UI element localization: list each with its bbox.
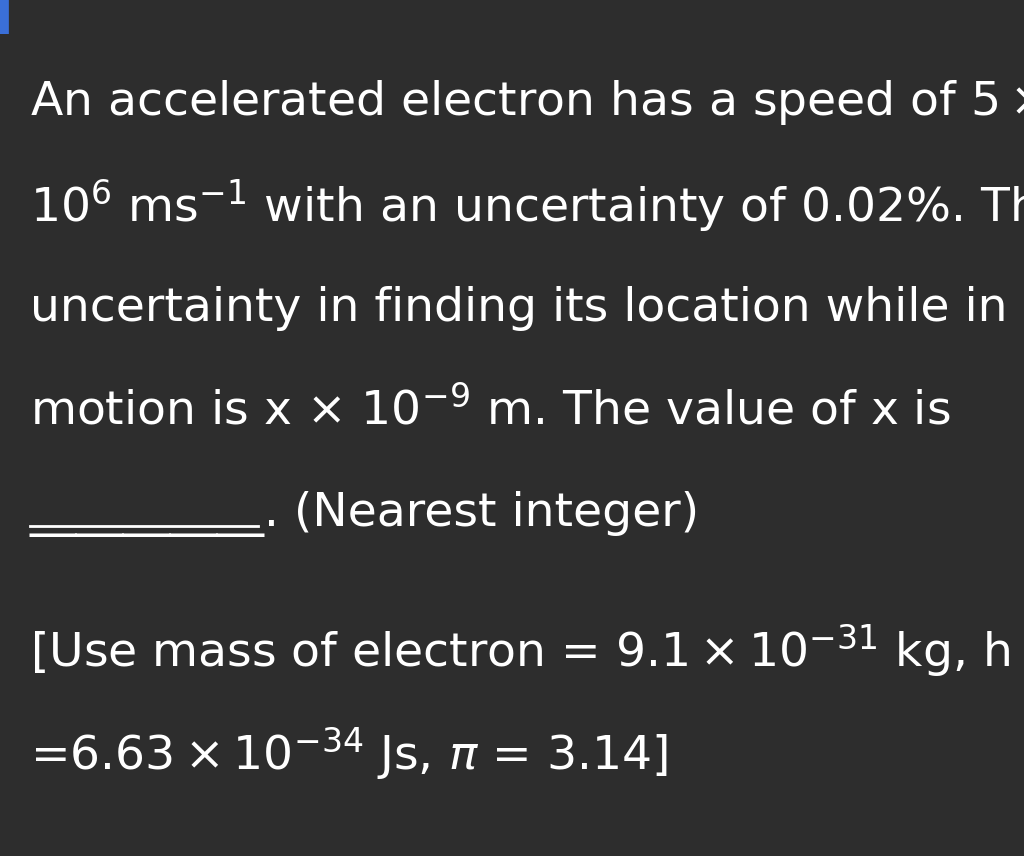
Text: =$6.63 \times 10^{-34}$ Js, $\pi$ = 3.14]: =$6.63 \times 10^{-34}$ Js, $\pi$ = 3.14…: [30, 725, 668, 782]
Text: [Use mass of electron = $9.1 \times 10^{-31}$ kg, h: [Use mass of electron = $9.1 \times 10^{…: [30, 622, 1010, 679]
Text: An accelerated electron has a speed of $5 \times$: An accelerated electron has a speed of $…: [30, 78, 1024, 128]
Text: __________. (Nearest integer): __________. (Nearest integer): [30, 490, 700, 537]
Text: motion is x $\times$ $10^{-9}$ m. The value of x is: motion is x $\times$ $10^{-9}$ m. The va…: [30, 388, 950, 434]
Text: $10^6$ ms$^{-1}$ with an uncertainty of 0.02%. The: $10^6$ ms$^{-1}$ with an uncertainty of …: [30, 177, 1024, 234]
Text: uncertainty in finding its location while in: uncertainty in finding its location whil…: [30, 286, 1008, 330]
